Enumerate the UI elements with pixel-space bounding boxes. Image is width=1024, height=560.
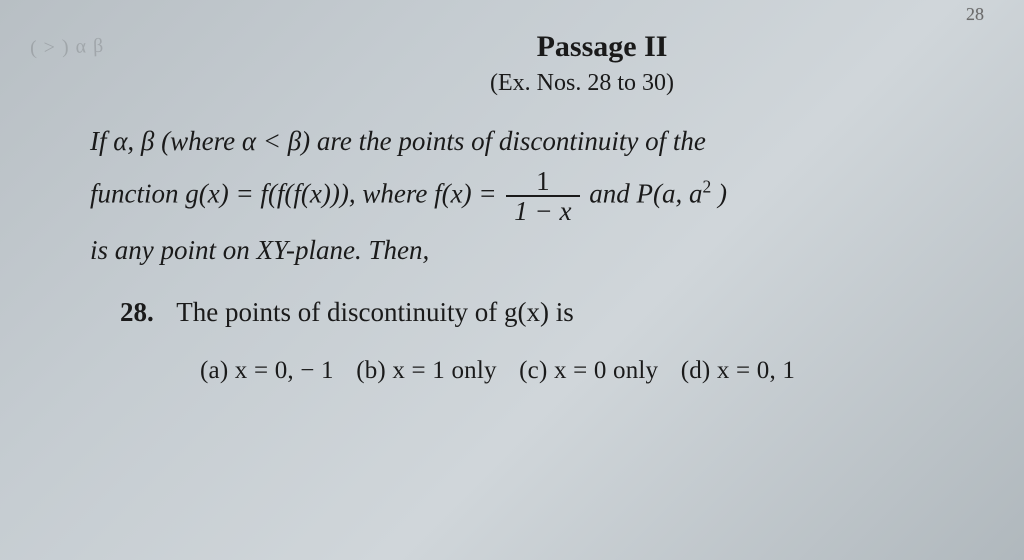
fraction: 11 − x <box>506 167 579 226</box>
intro-line-1: If α, β (where α < β) are the points of … <box>90 126 706 156</box>
fraction-numerator: 1 <box>506 167 579 197</box>
intro-line-3: is any point on XY-plane. Then, <box>90 235 429 265</box>
question-stem: The points of discontinuity of g(x) is <box>176 297 573 327</box>
option-c: (c) x = 0 only <box>519 357 658 384</box>
f-eq-left: f(x) = <box>434 178 503 208</box>
intro-line-2-prefix: function <box>90 178 185 208</box>
point-P-close: ) <box>711 178 727 208</box>
and-text: and <box>583 178 637 208</box>
passage-title: Passage II <box>240 30 964 64</box>
question-number: 28. <box>120 290 170 336</box>
passage-intro: If α, β (where α < β) are the points of … <box>90 117 964 276</box>
option-b: (b) x = 1 only <box>356 357 497 384</box>
point-P-exponent: 2 <box>703 176 712 196</box>
bleed-through-text: ( > ) α β <box>30 35 105 61</box>
question-options: (a) x = 0, − 1 (b) x = 1 only (c) x = 0 … <box>200 351 964 391</box>
option-d: (d) x = 0, 1 <box>681 357 795 384</box>
question-28: 28. The points of discontinuity of g(x) … <box>120 290 964 336</box>
g-definition: g(x) = f(f(f(x))) <box>185 178 349 208</box>
where-text: , where <box>349 178 434 208</box>
option-a: (a) x = 0, − 1 <box>200 357 334 384</box>
passage-subtitle: (Ex. Nos. 28 to 30) <box>200 70 964 97</box>
page: 28 ( > ) α β Passage II (Ex. Nos. 28 to … <box>0 0 1024 411</box>
point-P-open: P(a, a <box>637 178 703 208</box>
page-corner-number: 28 <box>966 4 984 25</box>
fraction-denominator: 1 − x <box>506 197 579 225</box>
